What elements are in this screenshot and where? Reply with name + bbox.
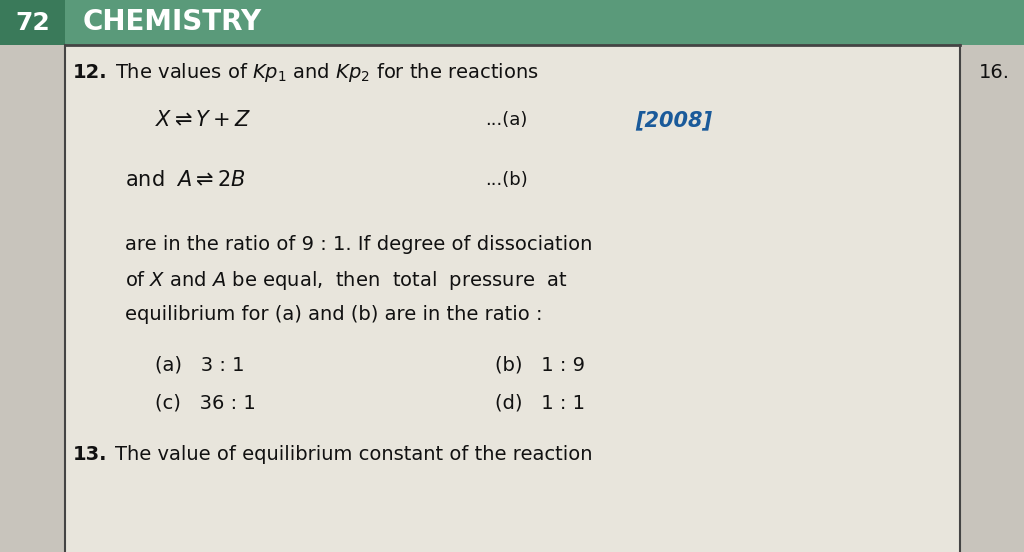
Text: of $X$ and $A$ be equal,  then  total  pressure  at: of $X$ and $A$ be equal, then total pres…	[125, 268, 567, 291]
Bar	[65, 45, 961, 552]
Text: (a)   3 : 1: (a) 3 : 1	[155, 355, 245, 374]
Bar	[0, 45, 65, 552]
Text: (b)   1 : 9: (b) 1 : 9	[495, 355, 585, 374]
Bar	[0, 0, 65, 45]
Text: ...(b): ...(b)	[485, 171, 527, 189]
Text: 72: 72	[15, 10, 50, 34]
Text: [2008]: [2008]	[635, 110, 712, 130]
Text: are in the ratio of 9 : 1. If degree of dissociation: are in the ratio of 9 : 1. If degree of …	[125, 236, 592, 254]
Text: $X \rightleftharpoons Y+Z$: $X \rightleftharpoons Y+Z$	[155, 110, 251, 130]
Text: The values of $Kp_1$ and $Kp_2$ for the reactions: The values of $Kp_1$ and $Kp_2$ for the …	[115, 61, 539, 84]
Text: 16.: 16.	[979, 63, 1011, 82]
Text: CHEMISTRY: CHEMISTRY	[83, 8, 262, 36]
Text: (c)   36 : 1: (c) 36 : 1	[155, 394, 256, 412]
Text: The value of equilibrium constant of the reaction: The value of equilibrium constant of the…	[115, 445, 593, 464]
Text: (d)   1 : 1: (d) 1 : 1	[495, 394, 585, 412]
Bar	[0, 0, 1024, 45]
Text: equilibrium for (a) and (b) are in the ratio :: equilibrium for (a) and (b) are in the r…	[125, 305, 543, 325]
Text: and  $A \rightleftharpoons 2B$: and $A \rightleftharpoons 2B$	[125, 170, 246, 190]
Text: 13.: 13.	[73, 445, 108, 464]
Text: 12.: 12.	[73, 63, 108, 82]
Bar	[961, 45, 1024, 552]
Text: ...(a): ...(a)	[485, 111, 527, 129]
